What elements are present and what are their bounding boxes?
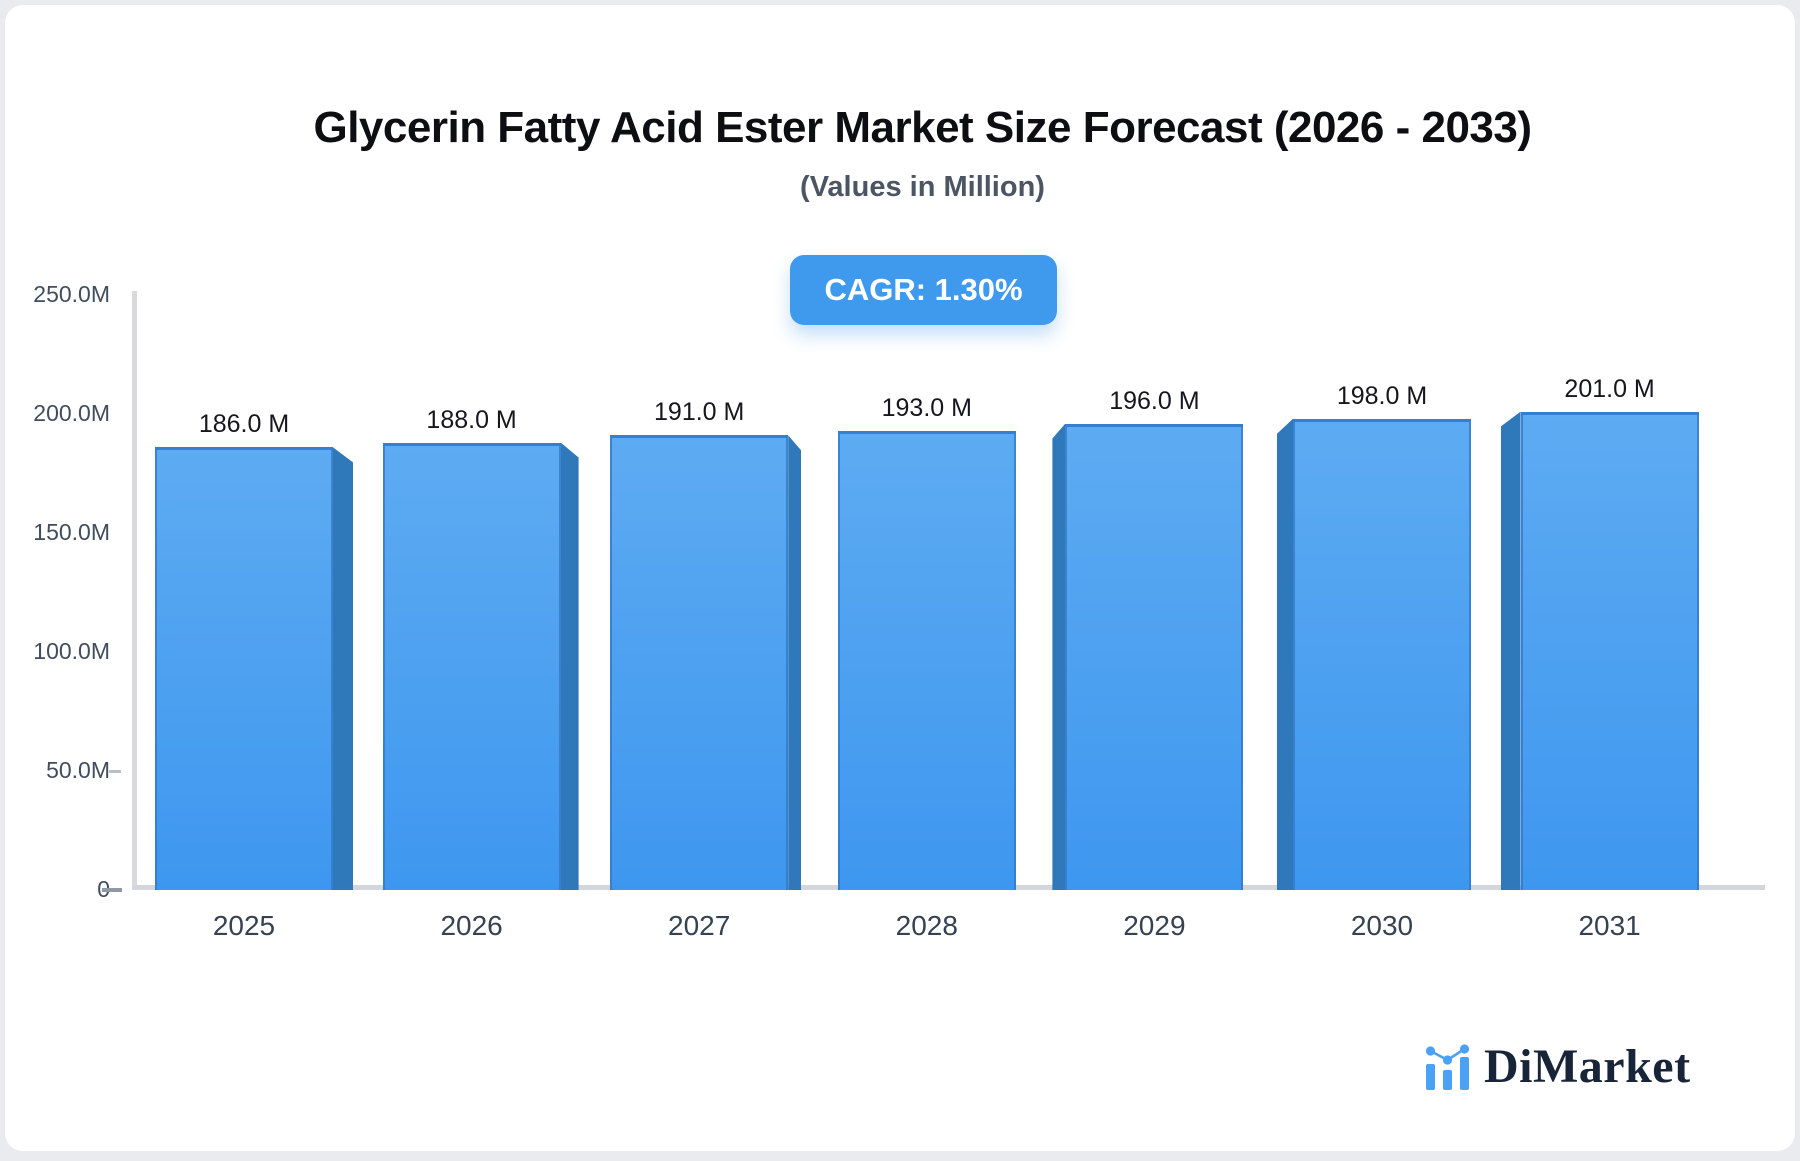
bar-value-label: 201.0 M bbox=[1564, 374, 1655, 403]
x-axis-label: 2029 bbox=[1123, 910, 1186, 941]
bar-value-label: 196.0 M bbox=[1109, 386, 1200, 415]
chart-subtitle: (Values in Million) bbox=[800, 171, 1045, 203]
chart-card: Glycerin Fatty Acid Ester Market Size Fo… bbox=[5, 5, 1795, 1151]
bar-3d-side bbox=[333, 447, 353, 890]
bar-chart-plot-area: 250.0M 200.0M 150.0M 100.0M 50.0M 0 186.0 M 202… bbox=[5, 5, 1800, 1161]
y-axis-tick bbox=[109, 770, 121, 773]
dimarket-logo-text: DiMarket bbox=[1484, 1040, 1691, 1093]
x-axis-label: 2030 bbox=[1350, 910, 1414, 941]
y-axis-label: 150.0M bbox=[33, 519, 110, 545]
y-axis-label: 0 bbox=[5, 876, 110, 903]
chart-header: Glycerin Fatty Acid Ester Market Size Fo… bbox=[5, 5, 1795, 204]
bar-value-label: 198.0 M bbox=[1336, 381, 1428, 410]
x-axis-label: 2028 bbox=[895, 910, 958, 941]
bar-3d-side bbox=[1277, 418, 1293, 890]
x-axis-label: 2031 bbox=[1578, 910, 1641, 941]
x-axis-label: 2027 bbox=[668, 910, 731, 941]
y-axis-label: 50.0M bbox=[46, 757, 110, 783]
bar bbox=[610, 435, 789, 890]
bar bbox=[382, 442, 561, 890]
bar bbox=[1065, 423, 1244, 890]
dimarket-logo: DiMarket bbox=[1424, 1042, 1691, 1092]
bar-value-label: 191.0 M bbox=[654, 398, 745, 427]
bar-3d-side bbox=[1052, 423, 1066, 890]
bar-3d-side bbox=[788, 435, 802, 890]
bar bbox=[1520, 411, 1699, 890]
y-axis-tick bbox=[102, 888, 122, 892]
bar-3d-side bbox=[560, 442, 579, 890]
bar-value-label: 186.0 M bbox=[198, 410, 290, 439]
cagr-badge: CAGR: 1.30% bbox=[790, 255, 1057, 325]
bar-value-label: 188.0 M bbox=[426, 405, 517, 434]
x-axis-label: 2026 bbox=[440, 910, 503, 941]
chart-title: Glycerin Fatty Acid Ester Market Size Fo… bbox=[313, 103, 1532, 152]
y-axis-line bbox=[132, 291, 137, 890]
bar bbox=[837, 430, 1016, 890]
bar bbox=[1293, 418, 1471, 890]
bar-3d-side bbox=[1500, 411, 1521, 890]
y-axis-label: 100.0M bbox=[33, 638, 110, 664]
dimarket-logo-icon bbox=[1425, 1044, 1470, 1090]
bar-value-label: 193.0 M bbox=[881, 393, 972, 422]
y-axis-label: 200.0M bbox=[33, 400, 110, 426]
bar bbox=[155, 447, 333, 890]
y-axis-label: 250.0M bbox=[33, 281, 110, 307]
x-axis-label: 2025 bbox=[212, 910, 276, 941]
cagr-badge-label: CAGR: 1.30% bbox=[824, 272, 1023, 307]
